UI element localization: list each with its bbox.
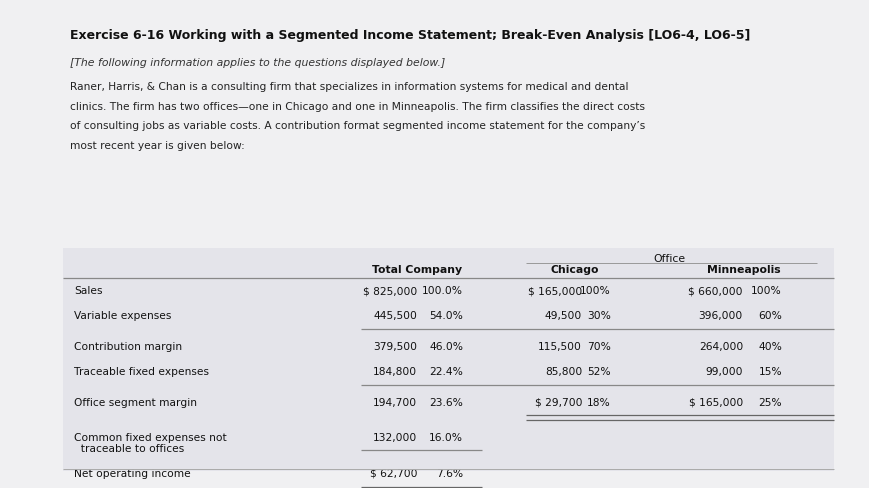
Text: 396,000: 396,000 xyxy=(699,311,743,321)
Text: Sales: Sales xyxy=(74,285,103,295)
Text: Variable expenses: Variable expenses xyxy=(74,311,171,321)
Text: $ 29,700: $ 29,700 xyxy=(534,397,582,407)
Text: of consulting jobs as variable costs. A contribution format segmented income sta: of consulting jobs as variable costs. A … xyxy=(70,121,645,131)
Text: 52%: 52% xyxy=(587,366,611,376)
Text: $ 62,700: $ 62,700 xyxy=(369,468,417,478)
Text: 15%: 15% xyxy=(759,366,782,376)
Text: 23.6%: 23.6% xyxy=(429,397,463,407)
Text: 7.6%: 7.6% xyxy=(436,468,463,478)
Text: 379,500: 379,500 xyxy=(373,341,417,351)
Text: 184,800: 184,800 xyxy=(373,366,417,376)
Text: 100.0%: 100.0% xyxy=(422,285,463,295)
Text: Traceable fixed expenses: Traceable fixed expenses xyxy=(74,366,209,376)
Text: 40%: 40% xyxy=(759,341,782,351)
Text: $ 165,000: $ 165,000 xyxy=(689,397,743,407)
Text: $ 660,000: $ 660,000 xyxy=(688,285,743,295)
Text: 16.0%: 16.0% xyxy=(429,432,463,442)
Text: Exercise 6-16 Working with a Segmented Income Statement; Break-Even Analysis [LO: Exercise 6-16 Working with a Segmented I… xyxy=(70,29,750,42)
Text: Chicago: Chicago xyxy=(551,264,599,274)
Text: 132,000: 132,000 xyxy=(373,432,417,442)
Text: $ 165,000: $ 165,000 xyxy=(528,285,582,295)
Text: 85,800: 85,800 xyxy=(545,366,582,376)
Text: Common fixed expenses not
  traceable to offices: Common fixed expenses not traceable to o… xyxy=(74,432,227,453)
Text: 46.0%: 46.0% xyxy=(429,341,463,351)
Text: 30%: 30% xyxy=(587,311,611,321)
Text: 54.0%: 54.0% xyxy=(429,311,463,321)
Text: 18%: 18% xyxy=(587,397,611,407)
FancyBboxPatch shape xyxy=(63,249,834,471)
Text: Net operating income: Net operating income xyxy=(74,468,190,478)
Text: 70%: 70% xyxy=(587,341,611,351)
Text: 115,500: 115,500 xyxy=(539,341,582,351)
Text: most recent year is given below:: most recent year is given below: xyxy=(70,141,244,150)
Text: 100%: 100% xyxy=(580,285,611,295)
Text: 22.4%: 22.4% xyxy=(429,366,463,376)
Text: 445,500: 445,500 xyxy=(374,311,417,321)
Text: 49,500: 49,500 xyxy=(545,311,582,321)
Text: [The following information applies to the questions displayed below.]: [The following information applies to th… xyxy=(70,58,445,67)
Text: 60%: 60% xyxy=(759,311,782,321)
Text: clinics. The firm has two offices—one in Chicago and one in Minneapolis. The fir: clinics. The firm has two offices—one in… xyxy=(70,102,645,111)
Text: Contribution margin: Contribution margin xyxy=(74,341,182,351)
Text: 99,000: 99,000 xyxy=(706,366,743,376)
Text: Office: Office xyxy=(653,254,685,264)
Text: Total Company: Total Company xyxy=(373,264,462,274)
Text: Office segment margin: Office segment margin xyxy=(74,397,197,407)
Text: Raner, Harris, & Chan is a consulting firm that specializes in information syste: Raner, Harris, & Chan is a consulting fi… xyxy=(70,82,628,92)
Text: $ 825,000: $ 825,000 xyxy=(363,285,417,295)
Text: 100%: 100% xyxy=(752,285,782,295)
Text: 264,000: 264,000 xyxy=(699,341,743,351)
Text: Minneapolis: Minneapolis xyxy=(707,264,780,274)
Text: 194,700: 194,700 xyxy=(373,397,417,407)
Text: 25%: 25% xyxy=(759,397,782,407)
